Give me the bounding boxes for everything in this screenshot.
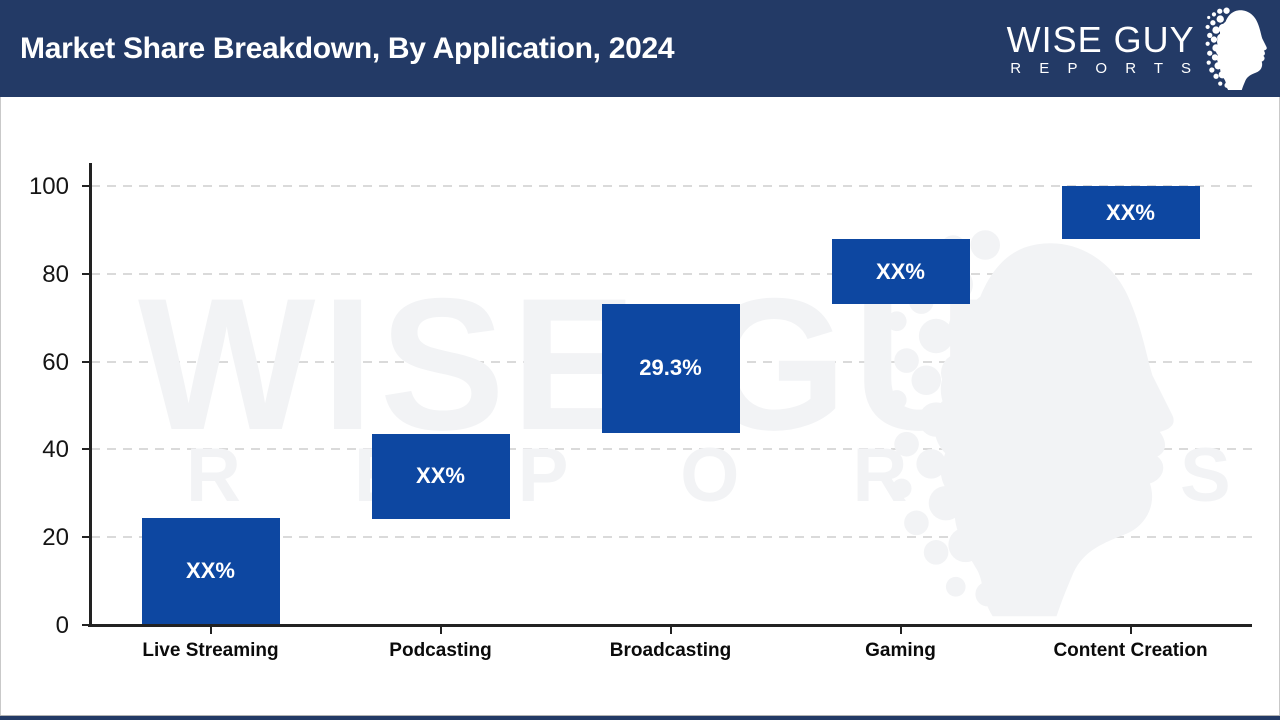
x-tick-5 (1129, 626, 1132, 634)
bar-value-label: 29.3% (639, 355, 702, 381)
gridline-100 (91, 185, 1252, 188)
header-bar: Market Share Breakdown, By Application, … (0, 0, 1280, 97)
x-label-live-streaming: Live Streaming (142, 639, 279, 661)
bar-broadcasting: 29.3% (601, 304, 740, 433)
bar-value-label: XX% (186, 558, 235, 584)
y-tick-100 (82, 185, 89, 188)
bar-value-label: XX% (416, 463, 465, 489)
gridline-80 (91, 272, 1252, 275)
logo-reports-label: R E P O R T S (1010, 60, 1198, 78)
page-title: Market Share Breakdown, By Application, … (20, 31, 675, 65)
logo-head-icon (1200, 7, 1272, 91)
x-tick-2 (439, 626, 442, 634)
x-label-podcasting: Podcasting (389, 639, 492, 661)
y-tick-60 (82, 360, 89, 363)
x-label-broadcasting: Broadcasting (609, 639, 732, 661)
bar-live-streaming: XX% (141, 518, 280, 625)
x-tick-1 (209, 626, 212, 634)
bar-value-label: XX% (876, 258, 925, 284)
y-tick-label-0: 0 (55, 611, 69, 639)
y-axis-spine (89, 163, 92, 626)
bar-gaming: XX% (831, 239, 970, 305)
y-tick-40 (82, 448, 89, 451)
wise-guy-logo: WISE GUY R E P O R T S (1003, 4, 1272, 94)
gridline-40 (91, 448, 1252, 451)
y-tick-label-20: 20 (42, 523, 69, 551)
y-tick-label-100: 100 (28, 173, 69, 201)
bar-podcasting: XX% (371, 433, 510, 519)
y-tick-label-60: 60 (42, 348, 69, 376)
x-axis-spine (87, 623, 1252, 627)
y-tick-label-80: 80 (42, 260, 69, 288)
bar-value-label: XX% (1106, 199, 1155, 225)
x-label-gaming: Gaming (865, 639, 936, 661)
bottom-hairline (0, 715, 1280, 716)
y-tick-20 (82, 535, 89, 538)
x-label-content-creation: Content Creation (1053, 639, 1208, 661)
x-tick-4 (899, 626, 902, 634)
gridline-20 (91, 535, 1252, 538)
logo-text: WISE GUY R E P O R T S (1003, 18, 1198, 78)
bottom-accent-strip (0, 716, 1280, 720)
y-tick-0 (82, 623, 89, 626)
x-tick-3 (669, 626, 672, 634)
bar-content-creation: XX% (1061, 186, 1200, 240)
logo-wordmark: WISE GUY (1006, 18, 1195, 60)
y-tick-80 (82, 272, 89, 275)
y-tick-label-40: 40 (42, 436, 69, 464)
